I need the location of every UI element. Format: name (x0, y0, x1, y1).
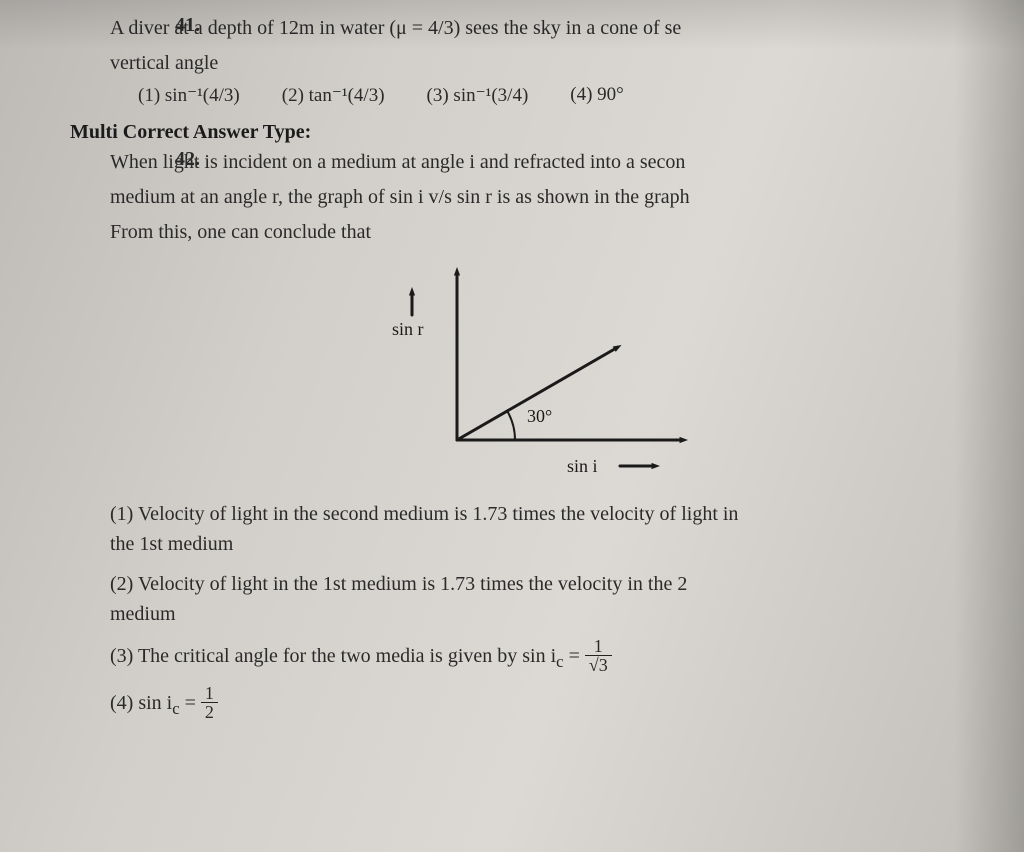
q42-o4-num: 1 (201, 684, 218, 703)
q42-option-4: (4) sin ic = 12 (110, 686, 974, 723)
q42-diagram: 30° sin r sin i (110, 255, 974, 485)
q42-text-line2: medium at an angle r, the graph of sin i… (110, 183, 974, 212)
q42-o3-frac: 1√3 (585, 637, 612, 674)
svg-text:sin r: sin r (392, 319, 424, 339)
q42-o4-eq: = (180, 692, 201, 714)
q42-o3-num: 1 (585, 637, 612, 656)
q42-o2-line2: medium (110, 603, 176, 625)
q41-option-4: (4) 90° (570, 84, 624, 107)
q42-o3-sub: c (556, 652, 563, 671)
q42-number: 42. (175, 148, 200, 171)
q41-text-line1: A diver at a depth of 12m in water (μ = … (110, 14, 974, 43)
q41-options: (1) sin⁻¹(4/3) (2) tan⁻¹(4/3) (3) sin⁻¹(… (138, 84, 974, 107)
svg-text:30°: 30° (527, 406, 552, 426)
q41-option-2: (2) tan⁻¹(4/3) (282, 84, 385, 107)
q41-option-1: (1) sin⁻¹(4/3) (138, 84, 240, 107)
q42-text-line3: From this, one can conclude that (110, 218, 974, 247)
q42-o4-sub: c (172, 699, 179, 718)
svg-text:sin i: sin i (567, 456, 598, 476)
q42-o3-den: √3 (585, 656, 612, 674)
graph-svg: 30° sin r sin i (362, 255, 722, 485)
page: 41. A diver at a depth of 12m in water (… (0, 0, 1024, 852)
q42-option-3: (3) The critical angle for the two media… (110, 639, 974, 676)
q42-o1-line2: the 1st medium (110, 533, 233, 555)
q41-option-3: (3) sin⁻¹(3/4) (427, 84, 529, 107)
q41-number: 41. (175, 14, 200, 37)
section-title: Multi Correct Answer Type: (70, 121, 974, 144)
q41-text-line2: vertical angle (110, 49, 974, 78)
q42-o3-prefix: (3) The critical angle for the two media… (110, 645, 556, 667)
q42-option-2: (2) Velocity of light in the 1st medium … (110, 569, 974, 629)
q42-o4-frac: 12 (201, 684, 218, 721)
q42-o4-den: 2 (201, 703, 218, 721)
q42-o3-eq: = (564, 645, 585, 667)
q42-o1-line1: (1) Velocity of light in the second medi… (110, 503, 738, 525)
q42-option-1: (1) Velocity of light in the second medi… (110, 499, 974, 559)
q42-o4-prefix: (4) sin i (110, 692, 172, 714)
q42-text-line1: When light is incident on a medium at an… (110, 148, 974, 177)
q42-o2-line1: (2) Velocity of light in the 1st medium … (110, 573, 687, 595)
